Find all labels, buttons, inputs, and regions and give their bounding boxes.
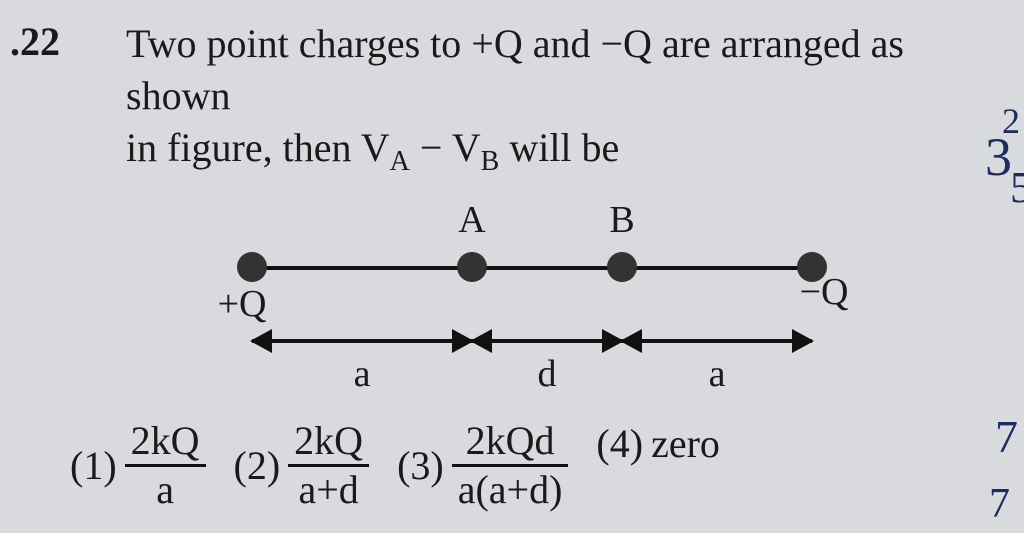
dot-b: [607, 252, 637, 282]
axis-line: [252, 266, 812, 270]
option-4-label: (4): [596, 420, 643, 467]
option-2-den: a+d: [292, 469, 364, 511]
diagram: A B +Q −Q a d a: [192, 194, 832, 394]
question-number: .22: [10, 18, 90, 65]
options-row: (1) 2kQ a (2) 2kQ a+d (3) 2kQd a(a+d) (4…: [70, 420, 1014, 511]
option-1-den: a: [150, 469, 180, 511]
option-2-label: (2): [234, 442, 281, 489]
option-1-num: 2kQ: [125, 420, 206, 462]
option-1-fraction: 2kQ a: [125, 420, 206, 511]
option-3-den: a(a+d): [452, 469, 569, 511]
question-line2-mid: − V: [410, 125, 481, 170]
handwriting-mark: 5: [1010, 162, 1024, 213]
dim-a2: [622, 339, 812, 343]
question-row: .22 Two point charges to +Q and −Q are a…: [10, 18, 1014, 180]
handwriting-mark: 3: [985, 126, 1012, 188]
dot-plusq: [237, 252, 267, 282]
option-4: (4) zero: [596, 420, 719, 467]
dim-label-a1: a: [354, 352, 371, 396]
option-2: (2) 2kQ a+d: [234, 420, 370, 511]
handwriting-mark: 7: [989, 480, 1010, 528]
handwriting-mark: 7: [995, 410, 1018, 463]
option-2-fraction: 2kQ a+d: [288, 420, 369, 511]
option-4-text: zero: [651, 420, 720, 467]
subscript-a: A: [390, 146, 410, 177]
option-3-fraction: 2kQd a(a+d): [452, 420, 569, 511]
question-line2-suffix: will be: [499, 125, 619, 170]
question-line1: Two point charges to +Q and −Q are arran…: [126, 21, 904, 118]
dim-a1: [252, 339, 472, 343]
option-1-label: (1): [70, 442, 117, 489]
option-3: (3) 2kQd a(a+d): [397, 420, 568, 511]
dot-a: [457, 252, 487, 282]
subscript-b: B: [481, 146, 500, 177]
label-a: A: [458, 198, 485, 242]
label-b: B: [609, 198, 634, 242]
option-3-label: (3): [397, 442, 444, 489]
option-1: (1) 2kQ a: [70, 420, 206, 511]
option-3-num: 2kQd: [460, 420, 561, 462]
question-line2-prefix: in figure, then V: [126, 125, 390, 170]
dim-label-a2: a: [709, 352, 726, 396]
label-plusq: +Q: [218, 282, 267, 326]
question-text: Two point charges to +Q and −Q are arran…: [126, 18, 1006, 180]
option-2-num: 2kQ: [288, 420, 369, 462]
dim-label-d: d: [538, 352, 557, 396]
label-minusq: −Q: [800, 270, 849, 314]
dim-d: [472, 339, 622, 343]
